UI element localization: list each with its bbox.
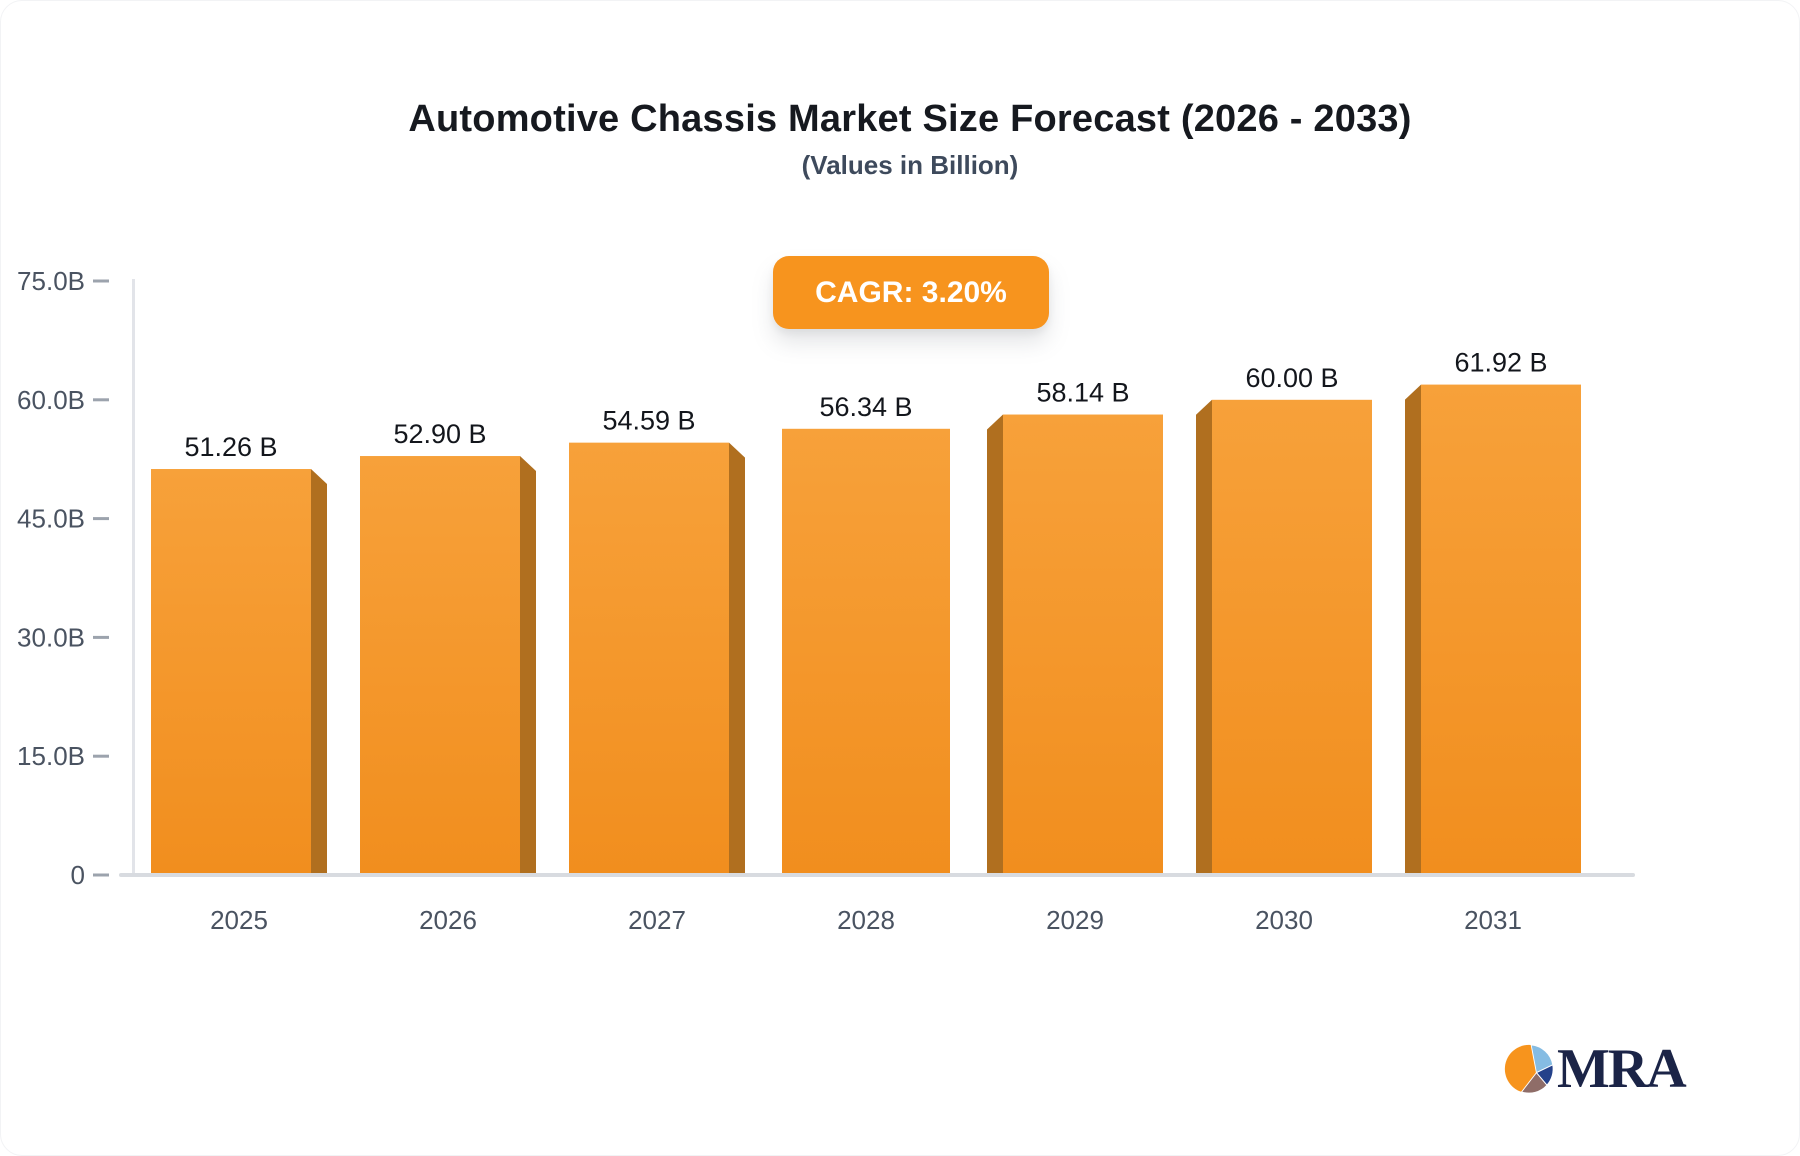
- bar-side-2025[interactable]: [311, 469, 327, 875]
- brand-logo: MRA: [1503, 1038, 1687, 1100]
- chart-title: Automotive Chassis Market Size Forecast …: [408, 98, 1412, 140]
- bar-value-label: 56.34 B: [819, 392, 912, 422]
- pie-slice-mauve: [1520, 1071, 1548, 1094]
- y-axis-tick: [93, 279, 109, 283]
- y-axis-tick: [93, 754, 109, 758]
- y-axis-tick: [93, 635, 109, 639]
- bar-value-label: 54.59 B: [602, 406, 695, 436]
- x-axis-label: 2026: [419, 905, 477, 935]
- bar-value-label: 61.92 B: [1454, 348, 1547, 378]
- bar-2025[interactable]: [151, 469, 311, 875]
- bar-2031[interactable]: [1421, 384, 1581, 875]
- bar-2030[interactable]: [1212, 399, 1372, 875]
- x-axis-label: 2029: [1046, 905, 1104, 935]
- y-axis-label: 30.0B: [17, 622, 85, 652]
- y-axis-tick: [93, 517, 109, 521]
- bar-2028[interactable]: [782, 428, 950, 875]
- bar-value-label: 60.00 B: [1245, 363, 1338, 393]
- y-axis-label: 0: [71, 860, 85, 890]
- bar-2029[interactable]: [1003, 414, 1163, 875]
- x-axis-label: 2027: [628, 905, 686, 935]
- y-axis-label: 75.0B: [17, 266, 85, 296]
- x-axis-label: 2028: [837, 905, 895, 935]
- cagr-badge-label: CAGR: 3.20%: [815, 275, 1007, 309]
- y-axis-label: 45.0B: [17, 504, 85, 534]
- y-axis-label: 15.0B: [17, 741, 85, 771]
- bar-side-2031[interactable]: [1405, 384, 1421, 875]
- chart-subtitle: (Values in Billion): [801, 150, 1019, 180]
- bar-value-label: 52.90 B: [393, 419, 486, 449]
- bar-side-2027[interactable]: [729, 442, 745, 875]
- bar-side-2029[interactable]: [987, 414, 1003, 875]
- y-axis-tick: [93, 873, 109, 877]
- y-axis-line: [132, 279, 135, 875]
- x-axis-label: 2031: [1464, 905, 1522, 935]
- x-axis-label: 2030: [1255, 905, 1313, 935]
- bar-2027[interactable]: [569, 442, 729, 875]
- bar-value-label: 51.26 B: [184, 432, 277, 462]
- x-axis-label: 2025: [210, 905, 268, 935]
- pie-chart-icon: [1504, 1044, 1554, 1094]
- bar-side-2030[interactable]: [1196, 399, 1212, 875]
- bar-side-2026[interactable]: [520, 456, 536, 875]
- cagr-badge: CAGR: 3.20%: [773, 256, 1049, 329]
- bar-2026[interactable]: [360, 456, 520, 875]
- bar-value-label: 58.14 B: [1036, 378, 1129, 408]
- y-axis-label: 60.0B: [17, 385, 85, 415]
- brand-logo-text: MRA: [1557, 1038, 1687, 1100]
- y-axis-tick: [93, 398, 109, 402]
- x-axis-line: [119, 873, 1635, 877]
